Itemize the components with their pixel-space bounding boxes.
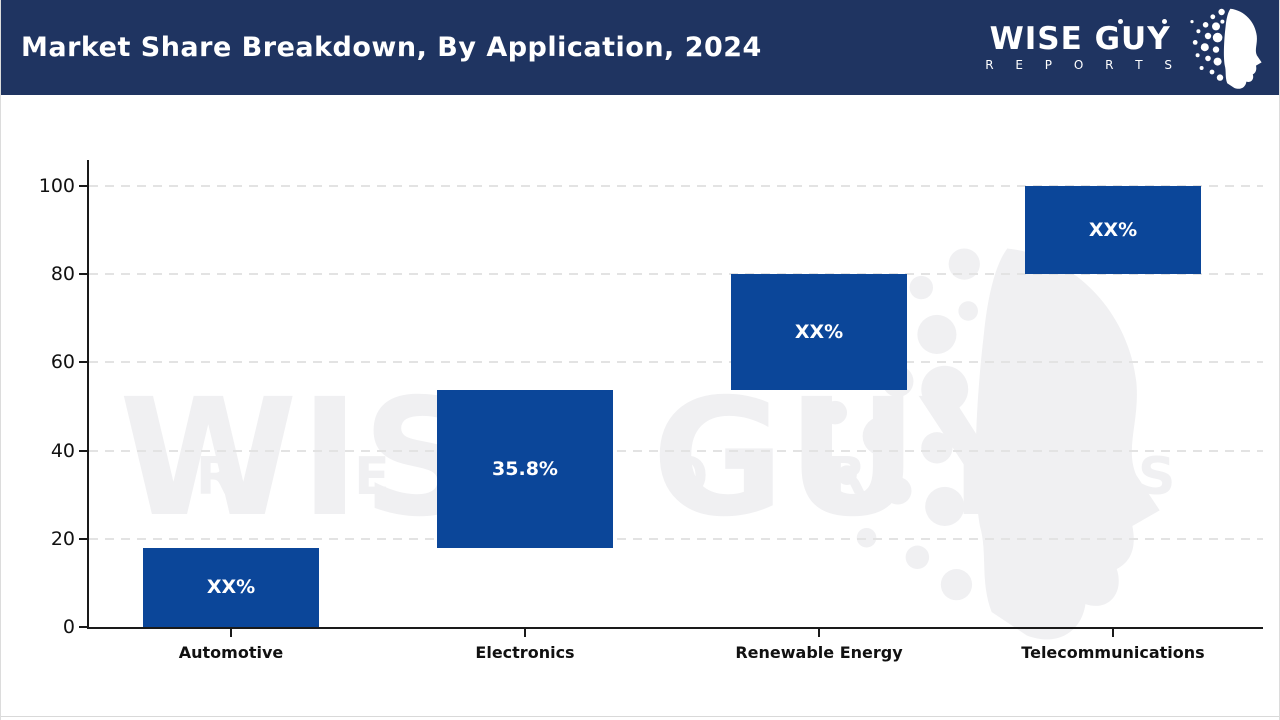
- x-category-label: Renewable Energy: [735, 643, 903, 662]
- x-tick-mark: [1112, 629, 1114, 637]
- chart: WISE GUY R E P O R T S 0 20 40 60 80 100 XX% 35…: [1, 95, 1279, 720]
- gridline: [89, 185, 1263, 187]
- x-tick-mark: [818, 629, 820, 637]
- gridline: [89, 361, 1263, 364]
- y-tick-mark: [79, 537, 87, 540]
- brand-subname: R E P O R T S: [985, 57, 1181, 72]
- x-category-label: Telecommunications: [1021, 643, 1205, 662]
- bar-value-label: 35.8%: [492, 457, 558, 480]
- bar-value-label: XX%: [206, 576, 256, 599]
- bar-value-label: XX%: [1088, 219, 1138, 242]
- gridline: [89, 537, 1263, 540]
- x-category-label: Electronics: [475, 643, 575, 662]
- gridline: [89, 273, 1263, 276]
- y-tick-mark: [79, 185, 87, 187]
- bar: XX%: [731, 274, 907, 390]
- y-tick-label: 40: [50, 439, 75, 462]
- y-tick-mark: [79, 273, 87, 276]
- logo-dot: [1118, 19, 1123, 25]
- header: Market Share Breakdown, By Application, …: [1, 0, 1279, 95]
- page-title: Market Share Breakdown, By Application, …: [21, 32, 762, 63]
- y-tick-label: 0: [62, 616, 75, 638]
- x-axis-line: [87, 627, 1263, 629]
- bar: 35.8%: [437, 389, 613, 548]
- y-tick-label: 60: [50, 351, 75, 374]
- bottom-border: [1, 716, 1279, 717]
- bar-value-label: XX%: [794, 320, 844, 343]
- brand-logo: WISE GUY R E P O R T S: [979, 4, 1265, 92]
- y-tick-label: 80: [50, 263, 75, 286]
- x-tick-mark: [230, 629, 232, 637]
- y-tick-label: 100: [38, 175, 75, 197]
- y-tick-mark: [79, 626, 87, 628]
- x-category-label: Automotive: [178, 643, 284, 662]
- y-tick-label: 20: [50, 527, 75, 550]
- brand-name: WISE GUY: [989, 21, 1171, 58]
- x-tick-mark: [524, 629, 526, 637]
- bar: XX%: [1025, 186, 1201, 275]
- gridline: [89, 449, 1263, 452]
- brand-logo-text: WISE GUY R E P O R T S: [979, 19, 1181, 72]
- logo-dot: [1162, 19, 1167, 25]
- brand-face-icon: [1190, 8, 1262, 89]
- y-tick-mark: [79, 449, 87, 452]
- y-axis-line: [87, 160, 89, 629]
- y-tick-mark: [79, 361, 87, 364]
- bar: XX%: [143, 547, 319, 627]
